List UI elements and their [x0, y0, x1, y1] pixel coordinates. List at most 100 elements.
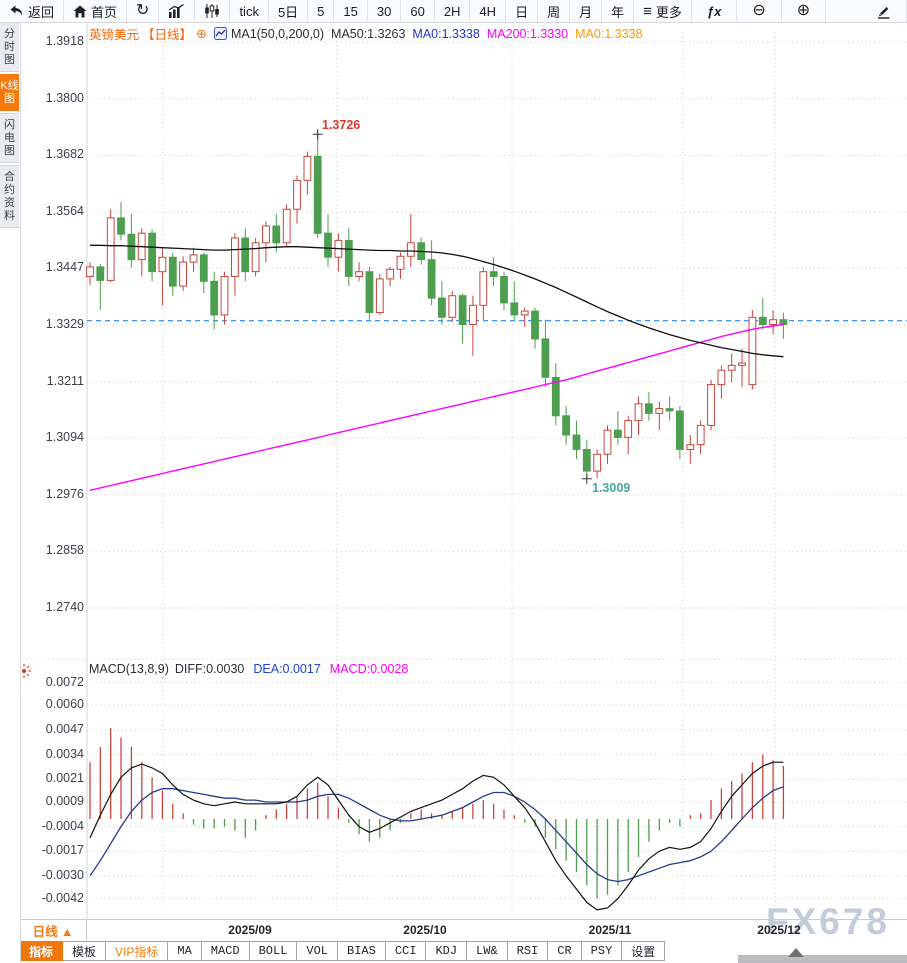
indicator-tab-boll[interactable]: BOLL: [249, 941, 298, 961]
toolbar-label: 首页: [91, 4, 118, 20]
toolbar-refresh-button[interactable]: ↻: [127, 0, 160, 22]
add-indicator-icon[interactable]: ⊕: [196, 25, 207, 41]
toolbar-period-week-button[interactable]: 周: [538, 0, 571, 22]
x-axis-label: 2025/10: [403, 923, 447, 937]
indicator-tab-kdj[interactable]: KDJ: [426, 941, 468, 961]
toolbar-period-5m-button[interactable]: 5: [308, 0, 335, 22]
price-tick-label: 1.3682: [45, 147, 84, 162]
macd-tick-label: 0.0047: [45, 721, 84, 736]
toolbar-bar-chart-mode-button[interactable]: [159, 0, 196, 22]
x-axis-divider: [18, 919, 907, 920]
toolbar-back-button[interactable]: 返回: [0, 0, 65, 22]
toolbar-period-30m-button[interactable]: 30: [368, 0, 402, 22]
ma0-blue-value: MA0:1.3338: [412, 26, 480, 41]
price-tick-label: 1.2740: [45, 600, 84, 615]
toolbar-zoom-in-button[interactable]: ⊕: [782, 0, 827, 22]
zoom-in-icon: ⊕: [796, 2, 811, 19]
toolbar-label: 4H: [479, 3, 497, 19]
horizontal-scrollbar[interactable]: [738, 948, 907, 963]
macd-params: MACD(13,8,9): [89, 662, 169, 676]
toolbar-candlestick-mode-button[interactable]: [195, 0, 231, 22]
indicator-tab-vol[interactable]: VOL: [297, 941, 339, 961]
sidebar-tab-contract-info[interactable]: 合约资料: [0, 165, 19, 228]
macd-tick-label: 0.0072: [45, 674, 84, 689]
macd-value: MACD:0.0028: [329, 662, 409, 676]
macd-tick-label: -0.0030: [41, 867, 84, 882]
indicator-tab-settings[interactable]: 设置: [622, 941, 666, 961]
home-icon: [73, 5, 87, 18]
back-arrow-icon: [9, 5, 24, 18]
toolbar-period-4h-button[interactable]: 4H: [470, 0, 507, 22]
price-tick-label: 1.3211: [46, 373, 84, 388]
toolbar-period-60m-button[interactable]: 60: [401, 0, 435, 22]
toolbar-draw-button[interactable]: [861, 0, 907, 22]
indicator-tab-cr[interactable]: CR: [548, 941, 582, 961]
toolbar-zoom-out-button[interactable]: ⊖: [737, 0, 782, 22]
indicator-tab-templates[interactable]: 模板: [63, 941, 107, 961]
x-axis-label: 2025/12: [757, 923, 801, 937]
fx-icon: ƒx: [706, 3, 722, 19]
pencil-icon: [876, 4, 891, 19]
scroll-up-arrow-icon[interactable]: [788, 948, 804, 957]
macd-tick-label: 0.0060: [45, 697, 84, 712]
dea-value: DEA:0.0017: [253, 662, 321, 676]
diff-value: DIFF:0.0030: [174, 662, 245, 676]
left-sidebar: 分时图 K线图闪电图合约资料: [0, 22, 21, 963]
toolbar-label: 更多: [655, 4, 682, 20]
macd-tick-label: 0.0034: [45, 746, 84, 761]
indicator-tab-macd[interactable]: MACD: [201, 941, 250, 961]
candlestick-icon: [204, 4, 220, 18]
indicator-tab-rsi[interactable]: RSI: [507, 941, 549, 961]
chart-header: 英镑美元 【日线】 ⊕ MA1(50,0,200,0) MA50:1.3263 …: [89, 24, 643, 43]
toolbar-period-day-button[interactable]: 日: [506, 0, 539, 22]
symbol-name: 英镑美元: [89, 28, 140, 42]
refresh-icon: ↻: [136, 2, 150, 19]
toolbar-label: tick: [239, 3, 259, 19]
indicator-tab-lw[interactable]: LW&: [467, 941, 508, 961]
toolbar-period-month-button[interactable]: 月: [570, 0, 603, 22]
toolbar-period-tick-button[interactable]: tick: [230, 0, 269, 22]
top-toolbar: 返回 首页 ↻ tick 5日 5 15 30 60 2H 4H 日 周 月 年 ≡ 更多 ƒx ⊖ ⊕: [0, 0, 907, 23]
line-chart-icon: [213, 27, 227, 40]
toolbar-label: 日: [515, 4, 529, 20]
price-tick-label: 1.3918: [45, 34, 84, 48]
indicator-tab-bias[interactable]: BIAS: [338, 941, 386, 961]
watermark: FX678: [766, 901, 891, 942]
indicator-tab-ma[interactable]: MA: [168, 941, 202, 961]
toolbar-label: 30: [376, 3, 392, 19]
sidebar-tab-kline-chart[interactable]: K线图: [0, 74, 19, 111]
macd-header: MACD(13,8,9) DIFF:0.0030 DEA:0.0017 MACD…: [89, 662, 408, 676]
price-tick-label: 1.3800: [45, 90, 84, 105]
x-axis-label: 2025/11: [588, 923, 632, 937]
toolbar-period-5d-button[interactable]: 5日: [269, 0, 309, 22]
toolbar-label: 60: [410, 3, 425, 19]
price-tick-label: 1.2976: [45, 486, 84, 501]
bar-chart-icon: [168, 4, 185, 18]
indicator-tab-psy[interactable]: PSY: [581, 941, 623, 961]
toolbar-label: 5日: [277, 4, 299, 20]
low-price-annotation: 1.3009: [592, 481, 631, 495]
macd-tick-label: 0.0021: [45, 771, 84, 786]
x-axis-label: 2025/09: [228, 923, 272, 937]
toolbar-period-15m-button[interactable]: 15: [334, 0, 368, 22]
period-label: 【日线】: [142, 28, 193, 42]
toolbar-label: 周: [547, 4, 561, 20]
toolbar-home-button[interactable]: 首页: [64, 0, 128, 22]
period-selector[interactable]: 日线 ▲: [20, 920, 87, 941]
price-tick-label: 1.3447: [45, 260, 84, 275]
toolbar-period-2h-button[interactable]: 2H: [435, 0, 471, 22]
sidebar-tab-time-chart[interactable]: 分时图: [0, 22, 19, 72]
indicator-toolbar: 指标 模板 VIP指标 MA MACD BOLL VOL BIAS CCI KDJ LW& RSI CR…: [19, 941, 666, 961]
sidebar-tab-lightning-chart[interactable]: 闪电图: [0, 113, 19, 163]
toolbar-indicator-fx-button[interactable]: ƒx: [692, 0, 738, 22]
toolbar-period-year-button[interactable]: 年: [602, 0, 635, 22]
toolbar-more-button[interactable]: ≡ 更多: [634, 0, 692, 22]
indicator-tab-indicators[interactable]: 指标: [19, 941, 64, 961]
price-tick-label: 1.3094: [45, 429, 84, 444]
indicator-tab-vip-indicators[interactable]: VIP指标: [106, 941, 169, 961]
price-tick-label: 1.3329: [45, 317, 84, 331]
ma50-value: MA50:1.3263: [331, 26, 406, 41]
indicator-tab-cci[interactable]: CCI: [385, 941, 427, 961]
toolbar-label: 2H: [443, 3, 461, 19]
